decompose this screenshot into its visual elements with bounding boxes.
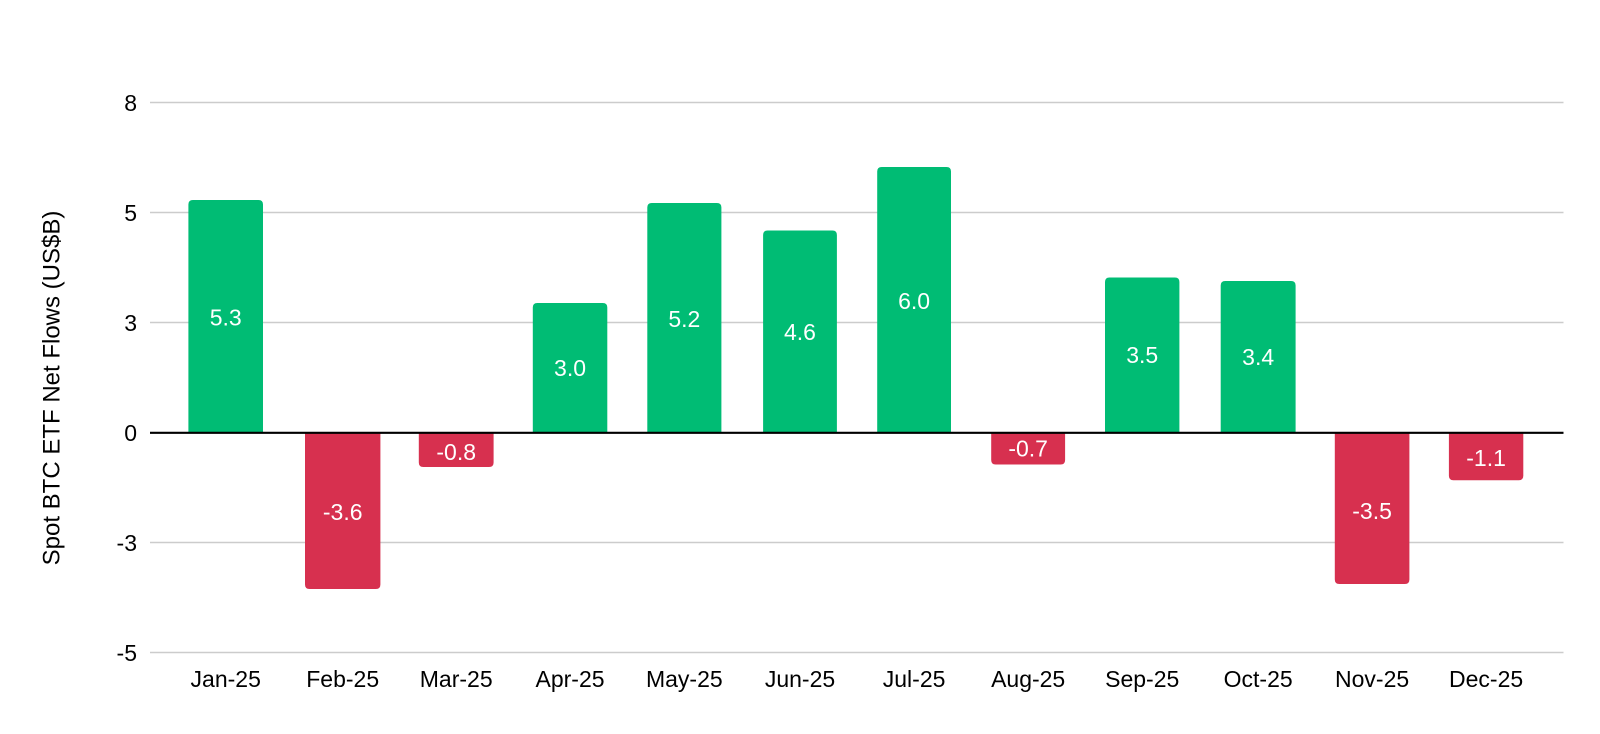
svg-text:Spot BTC ETF Net Flows (US$B): Spot BTC ETF Net Flows (US$B) [39, 211, 66, 566]
svg-text:5: 5 [124, 200, 137, 226]
svg-text:5.2: 5.2 [668, 306, 700, 332]
svg-text:-0.8: -0.8 [436, 439, 476, 465]
svg-text:Apr-25: Apr-25 [536, 666, 605, 692]
svg-text:6.0: 6.0 [898, 288, 930, 314]
svg-text:-3.6: -3.6 [323, 499, 363, 525]
svg-text:Dec-25: Dec-25 [1449, 666, 1523, 692]
svg-text:Oct-25: Oct-25 [1224, 666, 1293, 692]
svg-text:-3: -3 [117, 530, 137, 556]
svg-text:Mar-25: Mar-25 [420, 666, 493, 692]
svg-text:3.5: 3.5 [1126, 342, 1158, 368]
svg-text:Nov-25: Nov-25 [1335, 666, 1409, 692]
svg-text:0: 0 [124, 420, 137, 446]
svg-text:Aug-25: Aug-25 [991, 666, 1065, 692]
svg-text:3: 3 [124, 310, 137, 336]
svg-text:Jan-25: Jan-25 [191, 666, 261, 692]
svg-text:-3.5: -3.5 [1352, 498, 1392, 524]
svg-text:Sep-25: Sep-25 [1105, 666, 1179, 692]
svg-text:4.6: 4.6 [784, 319, 816, 345]
svg-text:3.4: 3.4 [1242, 344, 1274, 370]
svg-text:8: 8 [124, 90, 137, 116]
svg-text:-1.1: -1.1 [1466, 445, 1506, 471]
svg-text:May-25: May-25 [646, 666, 723, 692]
svg-text:3.0: 3.0 [554, 355, 586, 381]
svg-text:-5: -5 [117, 640, 137, 666]
svg-text:5.3: 5.3 [210, 305, 242, 331]
svg-text:Jun-25: Jun-25 [765, 666, 835, 692]
svg-text:Jul-25: Jul-25 [883, 666, 946, 692]
svg-text:Feb-25: Feb-25 [306, 666, 379, 692]
svg-text:-0.7: -0.7 [1008, 436, 1048, 462]
